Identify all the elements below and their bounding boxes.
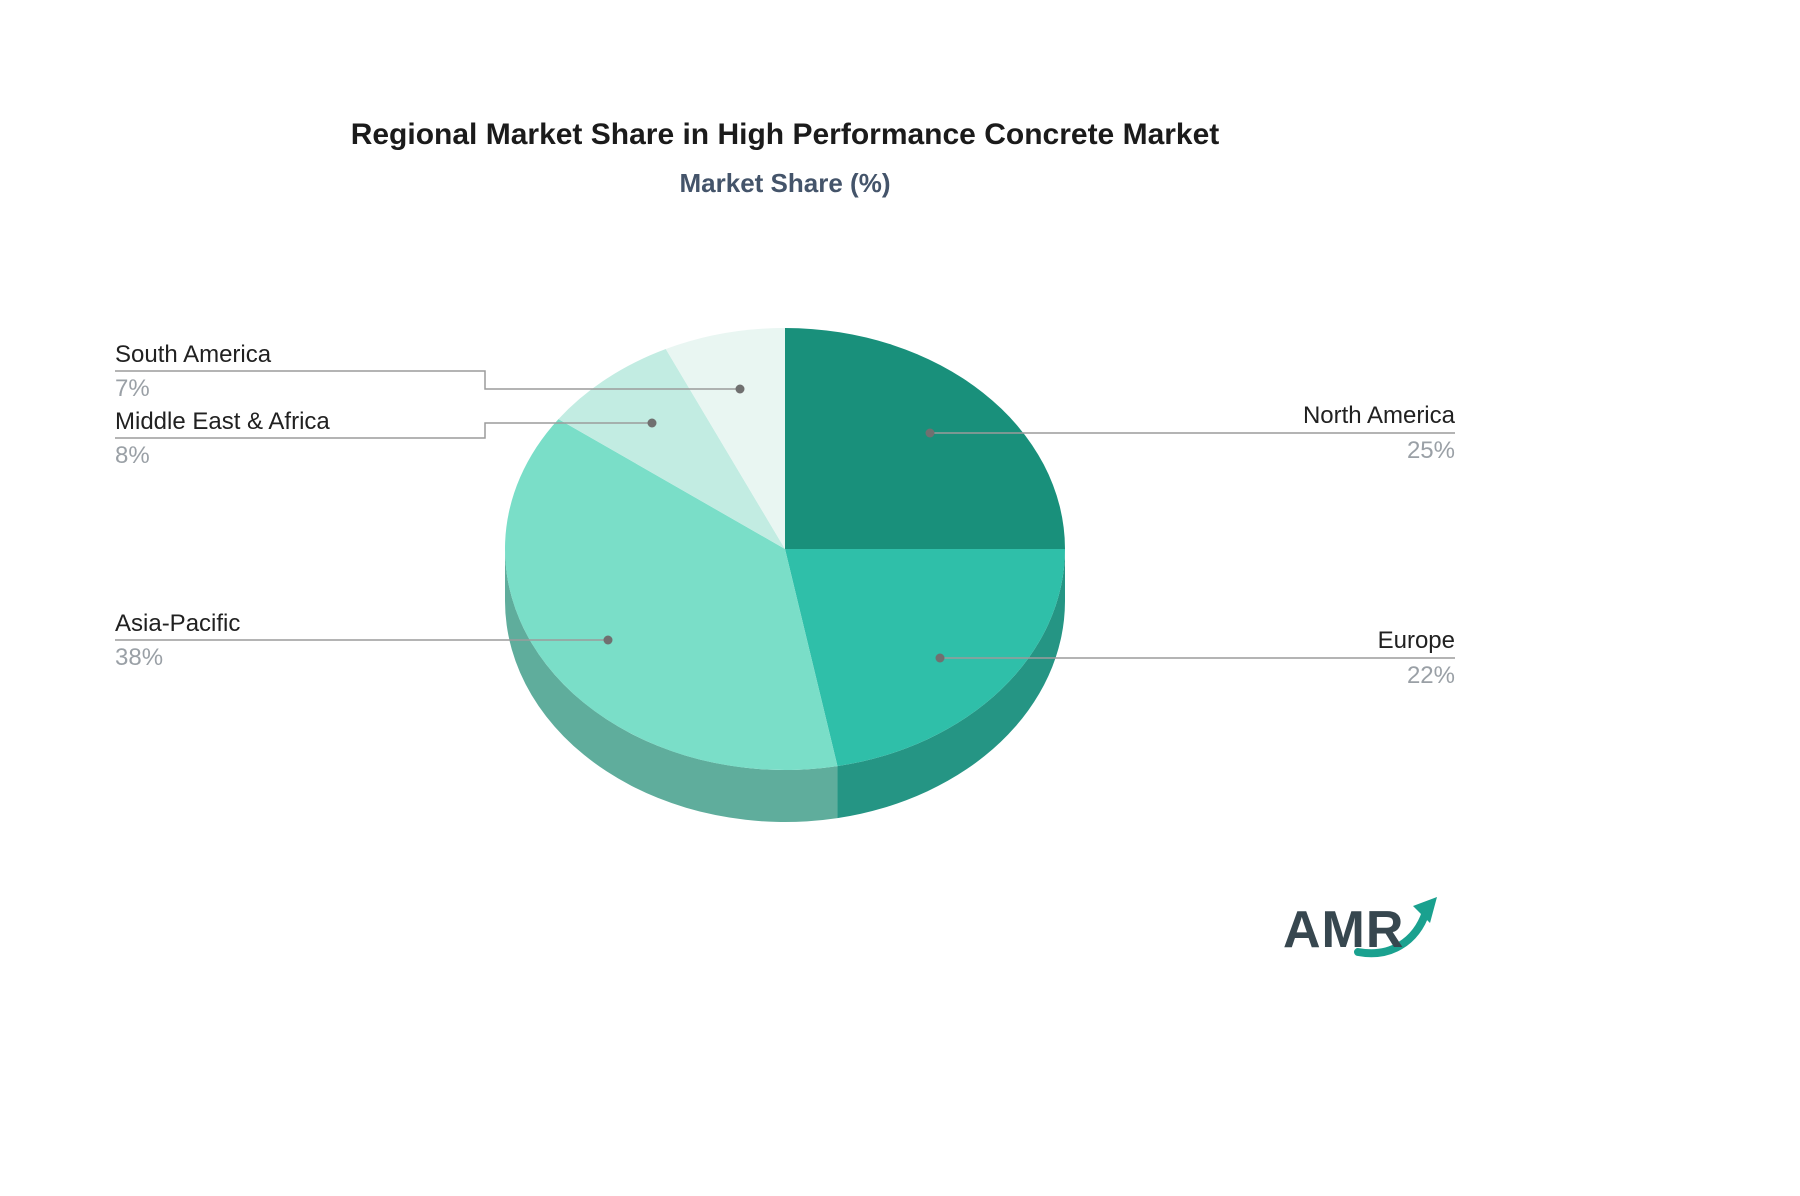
logo-arrow-icon xyxy=(1354,908,1430,958)
pie-label-south-america: South America xyxy=(115,341,272,368)
pie-value-middle-east-africa: 8% xyxy=(115,442,150,469)
leader-dot-north-america xyxy=(925,428,935,438)
leader-line-south-america xyxy=(115,370,740,390)
leader-line-middle-east-africa xyxy=(115,422,652,439)
logo-arrowhead-icon xyxy=(1413,897,1437,923)
chart-subtitle: Market Share (%) xyxy=(679,168,891,198)
pie-slice-side-asia-pacific xyxy=(504,549,838,823)
pie-slice-side-europe xyxy=(837,549,1065,819)
pie-slice-europe[interactable] xyxy=(785,549,1065,767)
pie-slice-north-america[interactable] xyxy=(785,328,1065,549)
pie-label-north-america: North America xyxy=(1302,402,1455,429)
chart-title: Regional Market Share in High Performanc… xyxy=(350,118,1220,151)
pie-slice-south-america[interactable] xyxy=(665,328,785,549)
pie-slice-middle-east-africa[interactable] xyxy=(558,349,785,549)
pie-value-asia-pacific: 38% xyxy=(115,644,164,671)
pie-value-south-america: 7% xyxy=(115,375,150,402)
pie-label-europe: Europe xyxy=(1377,627,1455,654)
pie-slice-asia-pacific[interactable] xyxy=(504,419,838,771)
leader-dot-south-america xyxy=(735,384,745,394)
leader-dot-asia-pacific xyxy=(603,635,613,645)
pie-label-middle-east-africa: Middle East & Africa xyxy=(115,408,330,435)
pie-value-europe: 22% xyxy=(1406,662,1455,689)
amr-logo: AMR xyxy=(1283,901,1405,959)
leader-dot-europe xyxy=(935,653,945,663)
pie-value-north-america: 25% xyxy=(1406,437,1455,464)
pie-label-asia-pacific: Asia-Pacific xyxy=(115,610,241,637)
leader-dot-middle-east-africa xyxy=(647,418,657,428)
